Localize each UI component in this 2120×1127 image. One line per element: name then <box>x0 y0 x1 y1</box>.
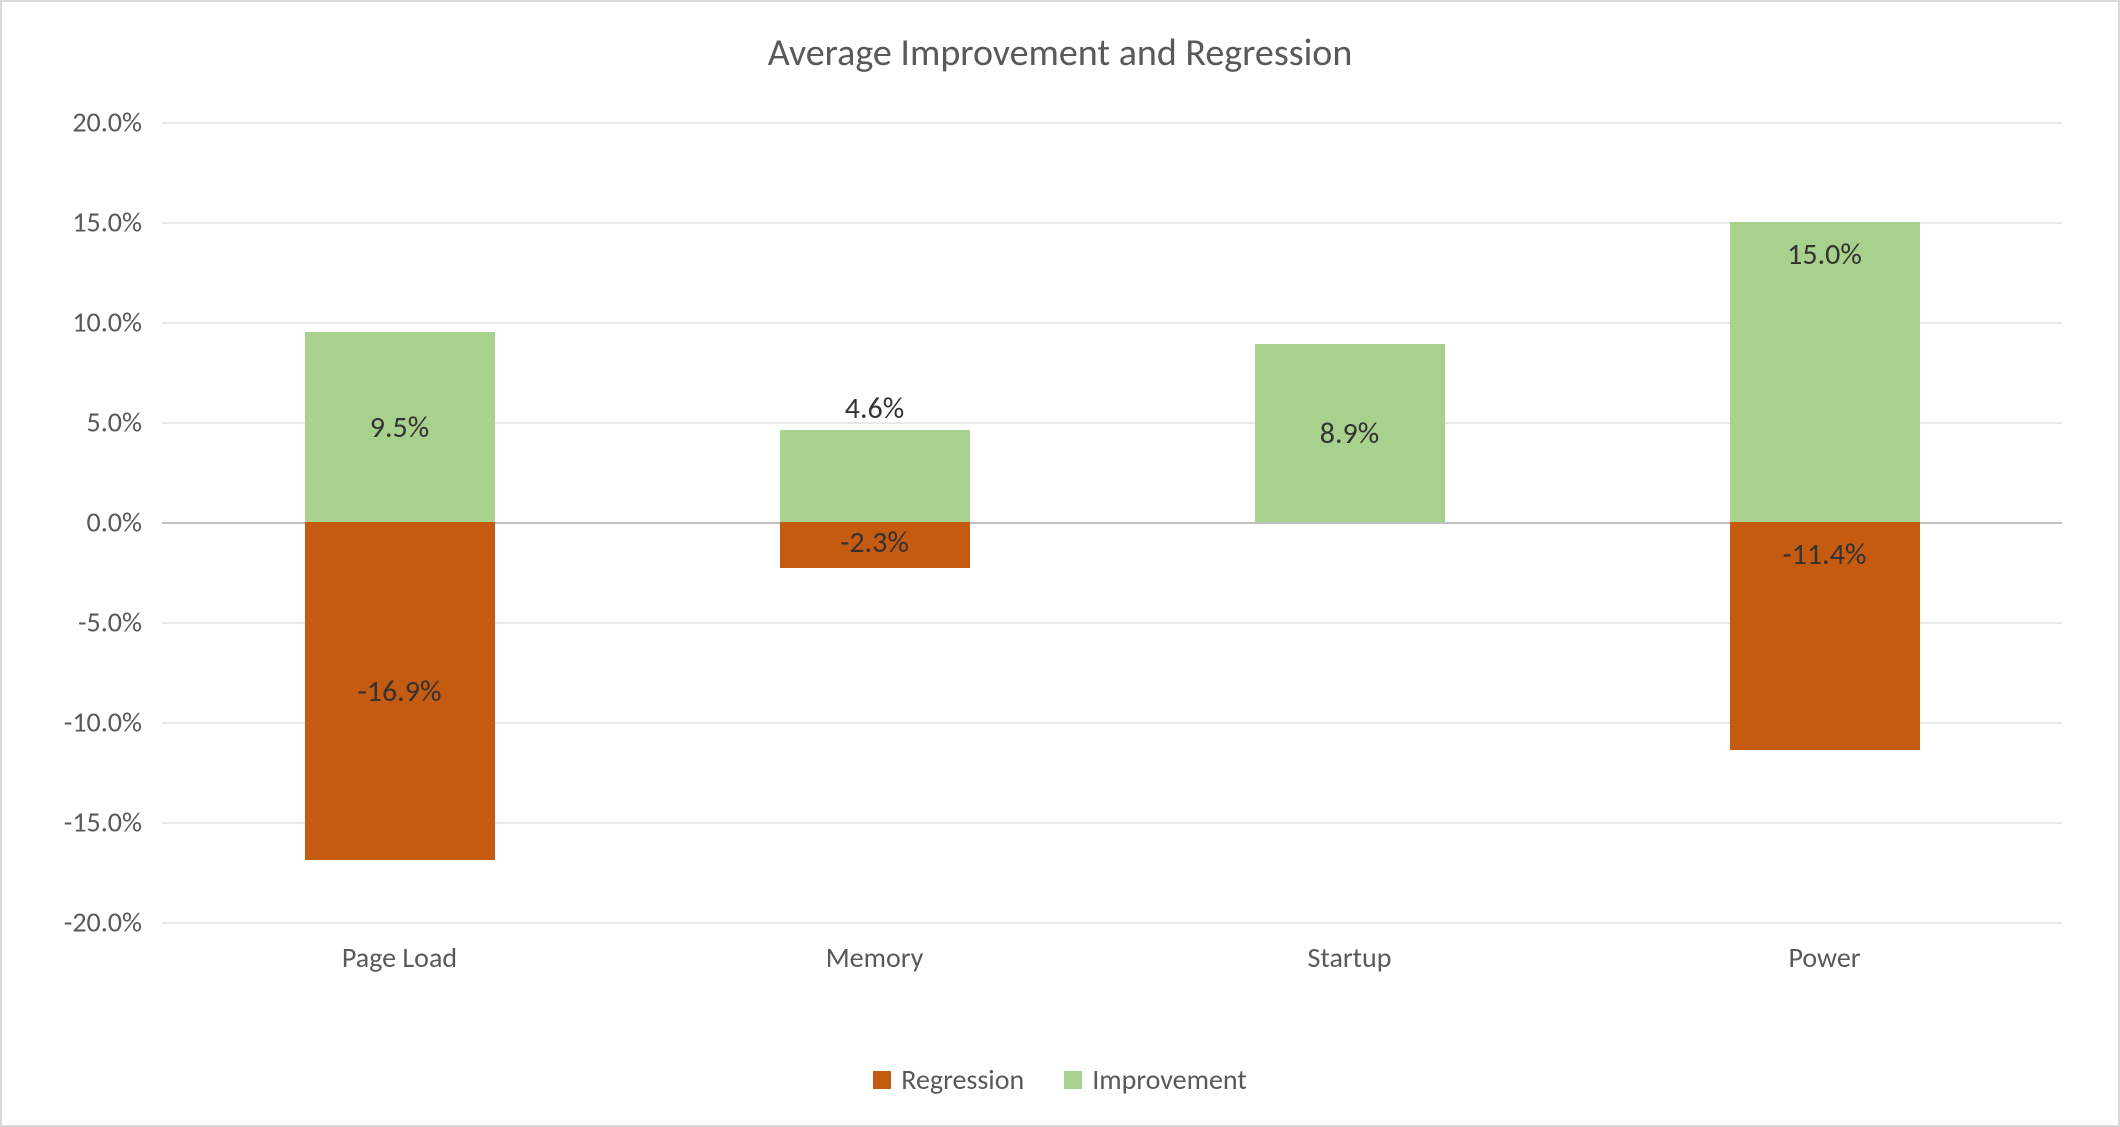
y-axis-tick-label: -15.0% <box>64 805 142 840</box>
legend-item: Improvement <box>1064 1062 1247 1097</box>
y-axis-tick-label: 15.0% <box>72 205 142 240</box>
x-axis-category-label: Startup <box>1308 940 1392 975</box>
bar-data-label: 4.6% <box>780 390 970 427</box>
bar-improvement <box>780 430 970 522</box>
y-axis-tick-label: -5.0% <box>78 605 142 640</box>
bar-data-label: -11.4% <box>1730 536 1920 573</box>
x-axis-category-label: Page Load <box>342 940 457 975</box>
gridline <box>162 122 2062 124</box>
chart-title: Average Improvement and Regression <box>2 30 2118 76</box>
x-axis-category-label: Memory <box>826 940 924 975</box>
y-axis-tick-label: -10.0% <box>64 705 142 740</box>
bar-data-label: 15.0% <box>1730 236 1920 273</box>
legend-swatch <box>1064 1071 1082 1089</box>
bar-data-label: -2.3% <box>780 524 970 561</box>
legend-label: Regression <box>901 1062 1024 1097</box>
gridline <box>162 922 2062 924</box>
bar-data-label: 9.5% <box>305 409 495 446</box>
y-axis-tick-label: 10.0% <box>72 305 142 340</box>
bar-data-label: -16.9% <box>305 673 495 710</box>
chart-container: Average Improvement and Regression -20.0… <box>0 0 2120 1127</box>
legend-item: Regression <box>873 1062 1024 1097</box>
y-axis-tick-label: 0.0% <box>87 505 142 540</box>
legend: Regression Improvement <box>2 1062 2118 1098</box>
y-axis-tick-label: -20.0% <box>64 905 142 940</box>
x-axis-category-label: Power <box>1788 940 1860 975</box>
bar-data-label: 8.9% <box>1255 415 1445 452</box>
legend-label: Improvement <box>1092 1062 1247 1097</box>
legend-swatch <box>873 1071 891 1089</box>
plot-area: -20.0%-15.0%-10.0%-5.0%0.0%5.0%10.0%15.0… <box>162 122 2062 922</box>
y-axis-tick-label: 5.0% <box>87 405 142 440</box>
y-axis-tick-label: 20.0% <box>72 105 142 140</box>
